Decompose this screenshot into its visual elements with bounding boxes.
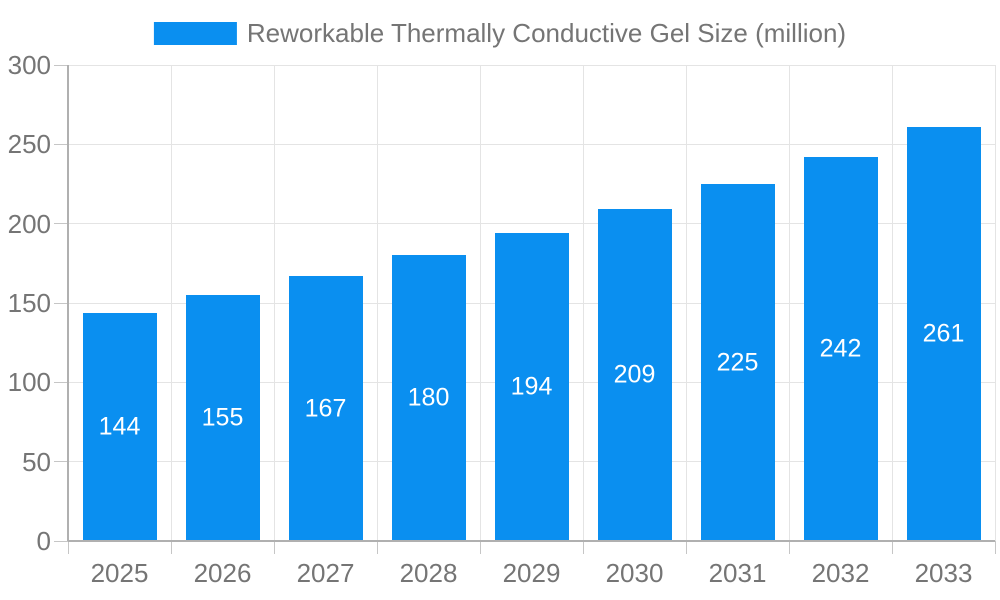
bar-value-label: 167: [304, 394, 347, 422]
bar[interactable]: [185, 295, 260, 541]
x-axis-tick: [685, 541, 687, 554]
h-gridline: [68, 64, 995, 66]
y-axis-tick: [54, 302, 68, 304]
x-axis-tick: [273, 541, 275, 554]
x-axis-tick: [994, 541, 996, 554]
y-axis-tick: [54, 143, 68, 145]
x-axis-tick: [170, 541, 172, 554]
y-axis-tick: [54, 381, 68, 383]
y-axis-tick: [54, 64, 68, 66]
h-gridline: [68, 143, 995, 145]
y-axis-tick-label: 300: [7, 50, 51, 80]
x-axis-tick: [376, 541, 378, 554]
bar[interactable]: [803, 157, 878, 541]
bar[interactable]: [597, 209, 672, 541]
x-axis-tick-label: 2033: [914, 558, 973, 588]
x-axis-tick: [582, 541, 584, 554]
bar[interactable]: [391, 255, 466, 541]
bar[interactable]: [288, 276, 363, 541]
y-axis-tick: [54, 461, 68, 463]
h-gridline: [68, 223, 995, 225]
bar-value-label: 144: [98, 412, 141, 441]
v-gridline: [685, 65, 687, 541]
x-axis-tick: [67, 541, 69, 554]
x-axis-baseline: [68, 540, 995, 542]
bar[interactable]: [82, 312, 157, 541]
x-axis-tick: [788, 541, 790, 554]
v-gridline: [170, 65, 172, 541]
legend[interactable]: Reworkable Thermally Conductive Gel Size…: [153, 18, 847, 48]
x-axis-tick-label: 2029: [502, 558, 561, 588]
y-axis-tick-label: 50: [22, 446, 51, 477]
plot-area: 0 50 100 150 200 250 300 144 2025 155 2026 167 2027 1…: [8, 52, 996, 586]
y-axis-tick-label: 250: [7, 129, 51, 160]
y-axis-tick: [54, 223, 68, 225]
bar-value-label: 194: [510, 372, 553, 401]
v-gridline: [994, 65, 996, 541]
y-axis-tick-label: 150: [7, 288, 51, 318]
x-axis-tick-label: 2030: [605, 558, 664, 588]
x-axis-tick-label: 2027: [296, 558, 355, 588]
v-gridline: [891, 65, 893, 541]
y-axis-tick-label: 200: [7, 208, 51, 239]
v-gridline: [273, 65, 275, 541]
legend-swatch-icon: [153, 22, 237, 45]
y-axis-tick-label: 0: [36, 526, 51, 556]
x-axis-tick-label: 2026: [193, 558, 252, 588]
bar[interactable]: [700, 184, 775, 541]
y-axis-tick-label: 100: [7, 367, 51, 398]
bar-value-label: 209: [613, 360, 656, 389]
bar-value-label: 180: [407, 383, 450, 412]
y-axis-line: [67, 65, 69, 541]
bar-value-label: 155: [201, 403, 244, 432]
legend-label: Reworkable Thermally Conductive Gel Size…: [246, 18, 847, 48]
x-axis-tick: [479, 541, 481, 554]
v-gridline: [582, 65, 584, 541]
v-gridline: [376, 65, 378, 541]
v-gridline: [479, 65, 481, 541]
bar-value-label: 261: [922, 319, 965, 348]
y-axis-tick: [54, 540, 68, 542]
bar-value-label: 225: [716, 348, 759, 376]
bar[interactable]: [906, 126, 981, 541]
bar-value-label: 242: [819, 334, 862, 363]
v-gridline: [788, 65, 790, 541]
x-axis-tick-label: 2032: [811, 558, 870, 588]
x-axis-tick: [891, 541, 893, 554]
x-axis-tick-label: 2025: [90, 558, 149, 588]
x-axis-tick-label: 2031: [708, 558, 767, 588]
bar[interactable]: [494, 233, 569, 541]
x-axis-tick-label: 2028: [399, 558, 458, 588]
